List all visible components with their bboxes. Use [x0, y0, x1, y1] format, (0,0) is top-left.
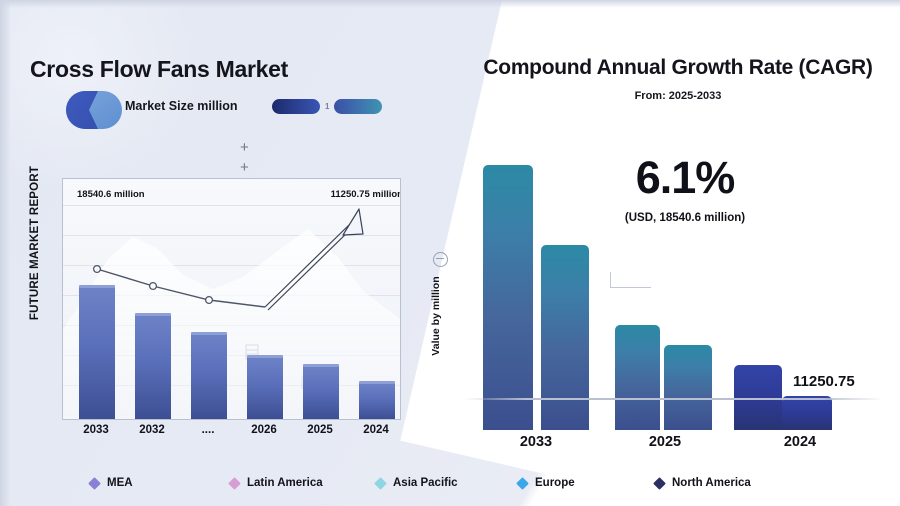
- x-label-2026: 2026: [251, 424, 277, 436]
- legend-item-asia-pacific[interactable]: Asia Pacific: [374, 476, 458, 490]
- legend-marker-icon-europe: [516, 476, 529, 490]
- rbar-2033-primary: [483, 165, 533, 430]
- pill-legend-group: 1: [272, 99, 383, 114]
- legend-marker-icon-latin-america: [228, 476, 241, 490]
- bar-2026: [247, 355, 283, 419]
- cagr-usd-note: (USD, 18540.6 million): [624, 212, 746, 224]
- bar-2032: [135, 313, 171, 419]
- bar-dots: [191, 332, 227, 419]
- x-label-2024: 2024: [363, 424, 389, 436]
- callout-value-11250: 11250.75: [793, 373, 855, 390]
- pill-swatch-secondary: [334, 99, 383, 114]
- rbar-2024-secondary: [782, 396, 832, 430]
- legend-label-asia-pacific: Asia Pacific: [393, 477, 458, 489]
- legend-item-latin-america[interactable]: Latin America: [228, 476, 323, 490]
- rx-label-2025: 2025: [648, 434, 682, 450]
- legend-marker-icon-north-america: [653, 476, 666, 490]
- plus-decoration-icon-2: +: [240, 159, 249, 176]
- market-size-caption: Market Size million: [125, 99, 238, 113]
- pill-separator-label: 1: [325, 102, 330, 111]
- right-chart-bars: [455, 0, 900, 430]
- legend-item-north-america[interactable]: North America: [653, 476, 751, 490]
- trend-line-and-arrow: [92, 208, 364, 311]
- y-axis-label-right: Value by million: [430, 276, 442, 356]
- top-edge-shadow: [0, 0, 900, 8]
- page-title: Cross Flow Fans Market: [30, 56, 288, 82]
- x-label-2033: 2033: [83, 424, 109, 436]
- plus-decoration-icon-1: +: [240, 139, 249, 156]
- brand-logo-icon: [66, 91, 122, 129]
- left-panel: Cross Flow Fans Market Market Size milli…: [0, 0, 455, 460]
- right-chart-baseline: [463, 398, 883, 400]
- x-label-2032: 2032: [139, 424, 165, 436]
- y-axis-label-left: FUTURE MARKET REPORT: [29, 165, 41, 321]
- minus-circle-icon: [433, 252, 448, 267]
- value-label-start: 18540.6 million: [77, 189, 145, 200]
- bar-2025: [303, 364, 339, 419]
- rbar-2025-primary: [615, 325, 660, 430]
- cagr-title: Compound Annual Growth Rate (CAGR): [483, 56, 873, 79]
- legend-marker-icon-mea: [88, 476, 101, 490]
- x-label-ellipsis: ....: [201, 424, 215, 436]
- region-legend: MEA Latin America Asia Pacific Europe No…: [0, 460, 900, 506]
- rbar-2033-secondary: [541, 245, 589, 430]
- legend-label-north-america: North America: [672, 477, 751, 489]
- left-chart-bars: [63, 179, 400, 419]
- left-edge-shadow: [0, 0, 10, 506]
- rbar-2024-primary: [734, 365, 782, 430]
- rbar-2025-secondary: [664, 345, 712, 430]
- left-chart-x-labels: 2033 2032 .... 2026 2025 2024: [62, 424, 399, 444]
- legend-label-latin-america: Latin America: [247, 477, 323, 489]
- legend-item-mea[interactable]: MEA: [88, 476, 133, 490]
- right-panel: Compound Annual Growth Rate (CAGR) From:…: [455, 0, 900, 460]
- bar-2024: [359, 381, 395, 419]
- cagr-percent-value: 6.1%: [635, 152, 736, 203]
- left-chart-plot: 18540.6 million 11250.75 million: [62, 178, 401, 420]
- legend-marker-icon-asia-pacific: [374, 476, 387, 490]
- legend-label-europe: Europe: [535, 477, 575, 489]
- bar-2033: [79, 285, 115, 419]
- x-label-2025: 2025: [307, 424, 333, 436]
- legend-label-mea: MEA: [107, 477, 133, 489]
- legend-item-europe[interactable]: Europe: [516, 476, 575, 490]
- value-label-end: 11250.75 million: [330, 189, 401, 200]
- rx-label-2024: 2024: [783, 434, 817, 450]
- pill-swatch-primary: [272, 99, 320, 114]
- corner-bracket-decoration: [610, 272, 651, 288]
- rx-label-2033: 2033: [519, 434, 553, 450]
- cagr-subtitle: From: 2025-2033: [634, 90, 722, 102]
